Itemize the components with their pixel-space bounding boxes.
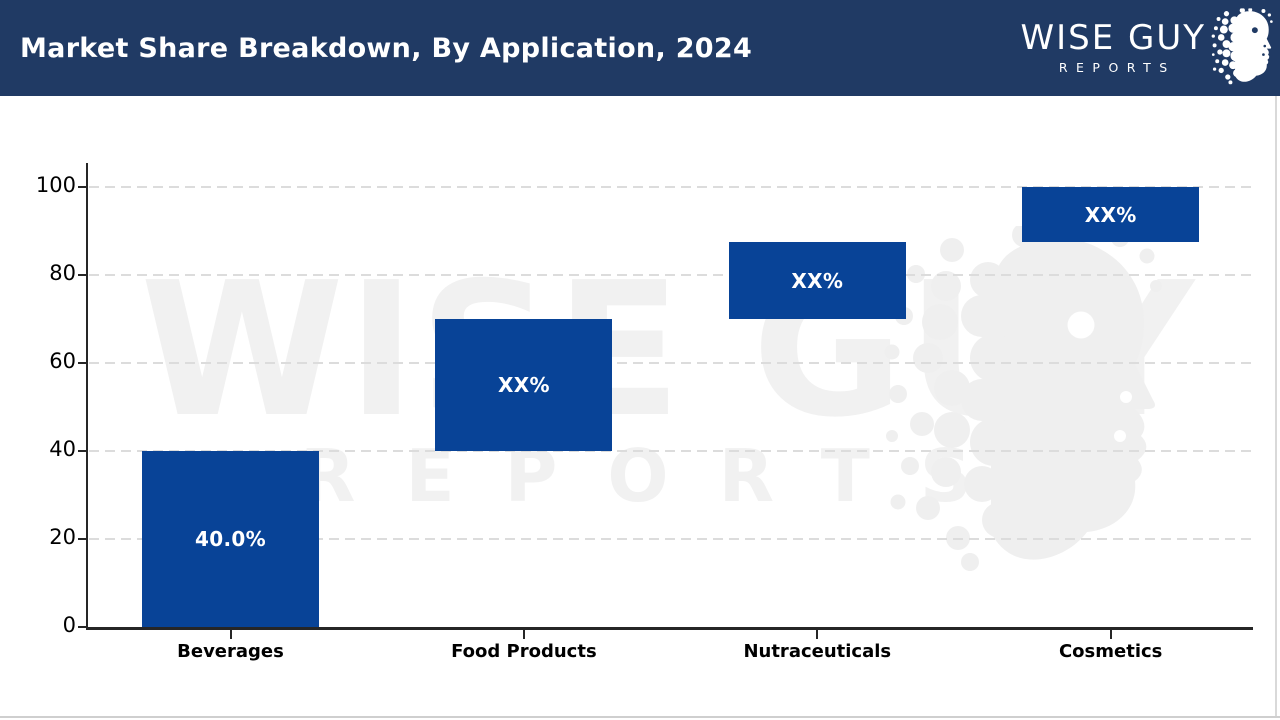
y-axis-tick-label: 80 <box>49 261 76 285</box>
logo-face-icon <box>1208 8 1274 88</box>
y-axis-line <box>86 163 88 630</box>
bar-value-label: XX% <box>791 268 844 293</box>
bar-cosmetics: XX% <box>1022 187 1200 242</box>
bar-value-label: XX% <box>1084 202 1137 227</box>
x-axis-tick <box>229 630 232 639</box>
y-axis-tick <box>78 450 87 452</box>
y-axis-tick <box>78 538 87 540</box>
bar-food-products: XX% <box>435 319 613 451</box>
y-axis-tick <box>78 362 87 364</box>
x-axis-tick <box>816 630 819 639</box>
logo-wordmark: WISE GUY <box>1020 18 1206 59</box>
header-bar: Market Share Breakdown, By Application, … <box>0 0 1280 96</box>
x-axis-line <box>86 627 1253 630</box>
gridline-60 <box>89 362 1253 364</box>
y-axis-tick-label: 20 <box>49 525 76 549</box>
logo-text: WISE GUY REPORTS <box>1020 18 1206 75</box>
gridline-40 <box>89 450 1253 452</box>
y-axis-tick-label: 0 <box>62 613 76 637</box>
bar-value-label: XX% <box>498 373 550 397</box>
x-axis-category-label: Nutraceuticals <box>743 641 892 662</box>
gridline-20 <box>89 538 1253 540</box>
bottom-border-line <box>0 716 1280 718</box>
gridline-100 <box>89 186 1253 188</box>
bar-nutraceuticals: XX% <box>728 242 906 319</box>
y-axis-tick-label: 60 <box>49 349 76 373</box>
y-axis-tick-label: 100 <box>35 173 76 197</box>
bar-beverages: 40.0% <box>142 451 319 627</box>
y-axis-tick-label: 40 <box>49 437 76 461</box>
chart-title: Market Share Breakdown, By Application, … <box>20 32 753 64</box>
wise-guy-reports-logo: WISE GUY REPORTS <box>1020 4 1274 92</box>
x-axis-category-label: Cosmetics <box>1058 641 1163 662</box>
y-axis-tick <box>78 626 87 628</box>
y-axis-tick <box>78 186 87 188</box>
x-axis-tick <box>1109 630 1112 639</box>
right-border-line <box>1275 96 1277 718</box>
y-axis-tick <box>78 274 87 276</box>
watermark-subtitle: REPORTS <box>300 434 1022 518</box>
bar-value-label: 40.0% <box>195 527 266 551</box>
logo-subtitle: REPORTS <box>1058 59 1176 75</box>
x-axis-tick <box>522 630 525 639</box>
x-axis-category-label: Beverages <box>177 641 284 662</box>
gridline-80 <box>89 274 1253 276</box>
x-axis-category-label: Food Products <box>451 641 597 662</box>
